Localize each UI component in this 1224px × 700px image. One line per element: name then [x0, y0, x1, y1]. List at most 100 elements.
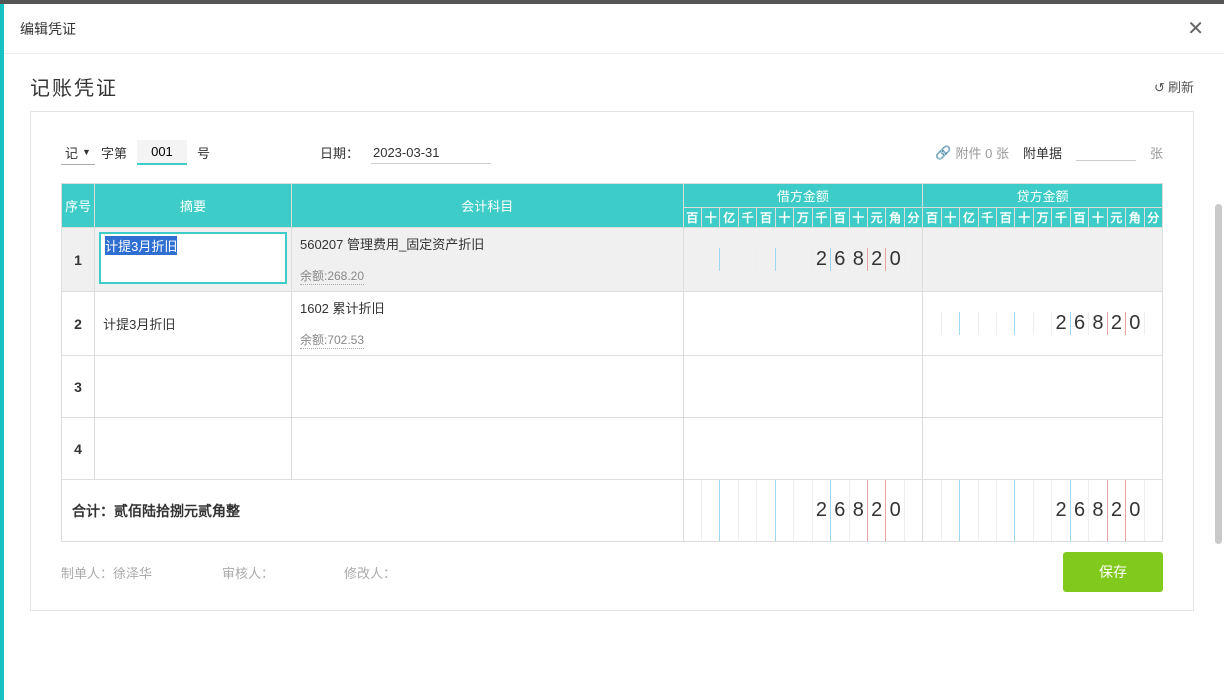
col-credit: 贷方金额 [923, 184, 1163, 208]
maker-label: 制单人：徐泽华 [61, 563, 152, 582]
credit-amount[interactable] [923, 228, 1163, 292]
col-idx: 序号 [62, 184, 95, 228]
row-index: 1 [62, 228, 95, 292]
amount-digit [701, 248, 719, 271]
scrollbar-thumb[interactable] [1215, 204, 1222, 544]
debit-amount[interactable] [683, 356, 923, 418]
voucher-card: 记 ▼ 字第 号 日期： 🔗 附件 0 张 [30, 111, 1194, 611]
attachment-label: 附件 0 张 [956, 143, 1009, 162]
modal-title: 编辑凭证 [20, 4, 76, 54]
debit-amount[interactable] [683, 418, 923, 480]
amount-digit [996, 480, 1014, 541]
amount-digit [684, 480, 701, 541]
col-account: 会计科目 [291, 184, 683, 228]
amount-digit: 8 [849, 480, 867, 541]
scrollbar[interactable] [1215, 64, 1222, 684]
date-label: 日期： [320, 143, 359, 162]
amount-digit [941, 312, 959, 335]
total-credit: 26820 [923, 480, 1163, 542]
refresh-label: 刷新 [1168, 80, 1194, 95]
zidi-label: 字第 [101, 143, 127, 162]
credit-amount[interactable]: 26820 [923, 292, 1163, 356]
amount-digit [1033, 312, 1051, 335]
fudan-label: 附单据 [1023, 143, 1062, 162]
voucher-row: 1计提3月折旧560207 管理费用_固定资产折旧余额:268.2026820 [62, 228, 1163, 292]
voucher-footer: 制单人：徐泽华 审核人： 修改人： 保存 [61, 552, 1163, 592]
account-cell[interactable]: 560207 管理费用_固定资产折旧余额:268.20 [292, 228, 683, 291]
attachment-button[interactable]: 🔗 附件 0 张 [935, 143, 1009, 162]
amount-digit: 0 [885, 480, 903, 541]
amount-digit: 2 [867, 248, 885, 271]
amount-digit [923, 480, 940, 541]
row-index: 4 [62, 418, 95, 480]
amount-digit: 2 [867, 480, 885, 541]
amount-digit: 6 [1070, 312, 1088, 335]
page-title: 记账凭证 [30, 72, 118, 101]
credit-amount[interactable] [923, 418, 1163, 480]
amount-digit: 2 [1107, 312, 1125, 335]
account-cell[interactable] [292, 443, 683, 455]
amount-digit: 0 [885, 248, 903, 271]
auditor-label: 审核人： [222, 563, 274, 582]
amount-digit: 2 [1051, 312, 1069, 335]
amount-digit: 0 [1125, 312, 1143, 335]
amount-digit: 2 [812, 480, 830, 541]
amount-digit [701, 480, 719, 541]
close-icon[interactable]: ✕ [1187, 4, 1204, 54]
row-index: 2 [62, 292, 95, 356]
debit-amount[interactable]: 26820 [683, 228, 923, 292]
voucher-type-select[interactable]: 记 ▼ [61, 141, 95, 165]
voucher-row: 4 [62, 418, 1163, 480]
amount-digit [996, 312, 1014, 335]
amount-digit [756, 480, 774, 541]
amount-digit [756, 248, 774, 271]
amount-digit [775, 248, 793, 271]
amount-digit: 6 [1070, 480, 1088, 541]
voucher-date-input[interactable] [371, 142, 491, 164]
amount-digit [793, 480, 811, 541]
account-name: 1602 累计折旧 [300, 298, 675, 317]
voucher-row: 2计提3月折旧1602 累计折旧余额:702.5326820 [62, 292, 1163, 356]
amount-digit: 6 [830, 248, 848, 271]
col-summary: 摘要 [95, 184, 292, 228]
hao-label: 号 [197, 143, 210, 162]
chevron-down-icon: ▼ [82, 147, 91, 157]
summary-text[interactable] [95, 443, 291, 455]
account-cell[interactable]: 1602 累计折旧余额:702.53 [292, 292, 683, 355]
amount-digit [738, 248, 756, 271]
amount-digit: 8 [849, 248, 867, 271]
refresh-icon: ↻ [1154, 80, 1165, 96]
amount-digit: 0 [1125, 480, 1143, 541]
refresh-button[interactable]: ↻刷新 [1154, 77, 1194, 96]
save-button[interactable]: 保存 [1063, 552, 1163, 592]
modal-titlebar: 编辑凭证 ✕ [0, 4, 1224, 54]
amount-digit [1144, 480, 1162, 541]
zhang-label: 张 [1150, 143, 1163, 162]
row-index: 3 [62, 356, 95, 418]
account-balance: 余额:702.53 [300, 331, 364, 349]
amount-digit [1014, 480, 1032, 541]
fudan-input[interactable] [1076, 145, 1136, 161]
account-cell[interactable] [292, 381, 683, 393]
voucher-row: 3 [62, 356, 1163, 418]
amount-digit [978, 480, 996, 541]
debit-amount[interactable] [683, 292, 923, 356]
amount-digit: 2 [1107, 480, 1125, 541]
amount-digit: 8 [1088, 312, 1106, 335]
amount-digit [719, 480, 737, 541]
summary-input[interactable]: 计提3月折旧 [99, 232, 287, 284]
amount-digit [1014, 312, 1032, 335]
amount-digit [978, 312, 996, 335]
total-label: 合计：贰佰陆拾捌元贰角整 [62, 493, 683, 529]
voucher-number-input[interactable] [137, 140, 187, 165]
amount-digit [941, 480, 959, 541]
credit-amount[interactable] [923, 356, 1163, 418]
amount-digit [923, 312, 940, 335]
amount-digit: 8 [1088, 480, 1106, 541]
summary-text[interactable]: 计提3月折旧 [95, 308, 291, 339]
amount-digit [793, 248, 811, 271]
voucher-type-label: 记 [65, 143, 78, 162]
summary-text[interactable] [95, 381, 291, 393]
amount-digit [775, 480, 793, 541]
amount-digit: 2 [812, 248, 830, 271]
